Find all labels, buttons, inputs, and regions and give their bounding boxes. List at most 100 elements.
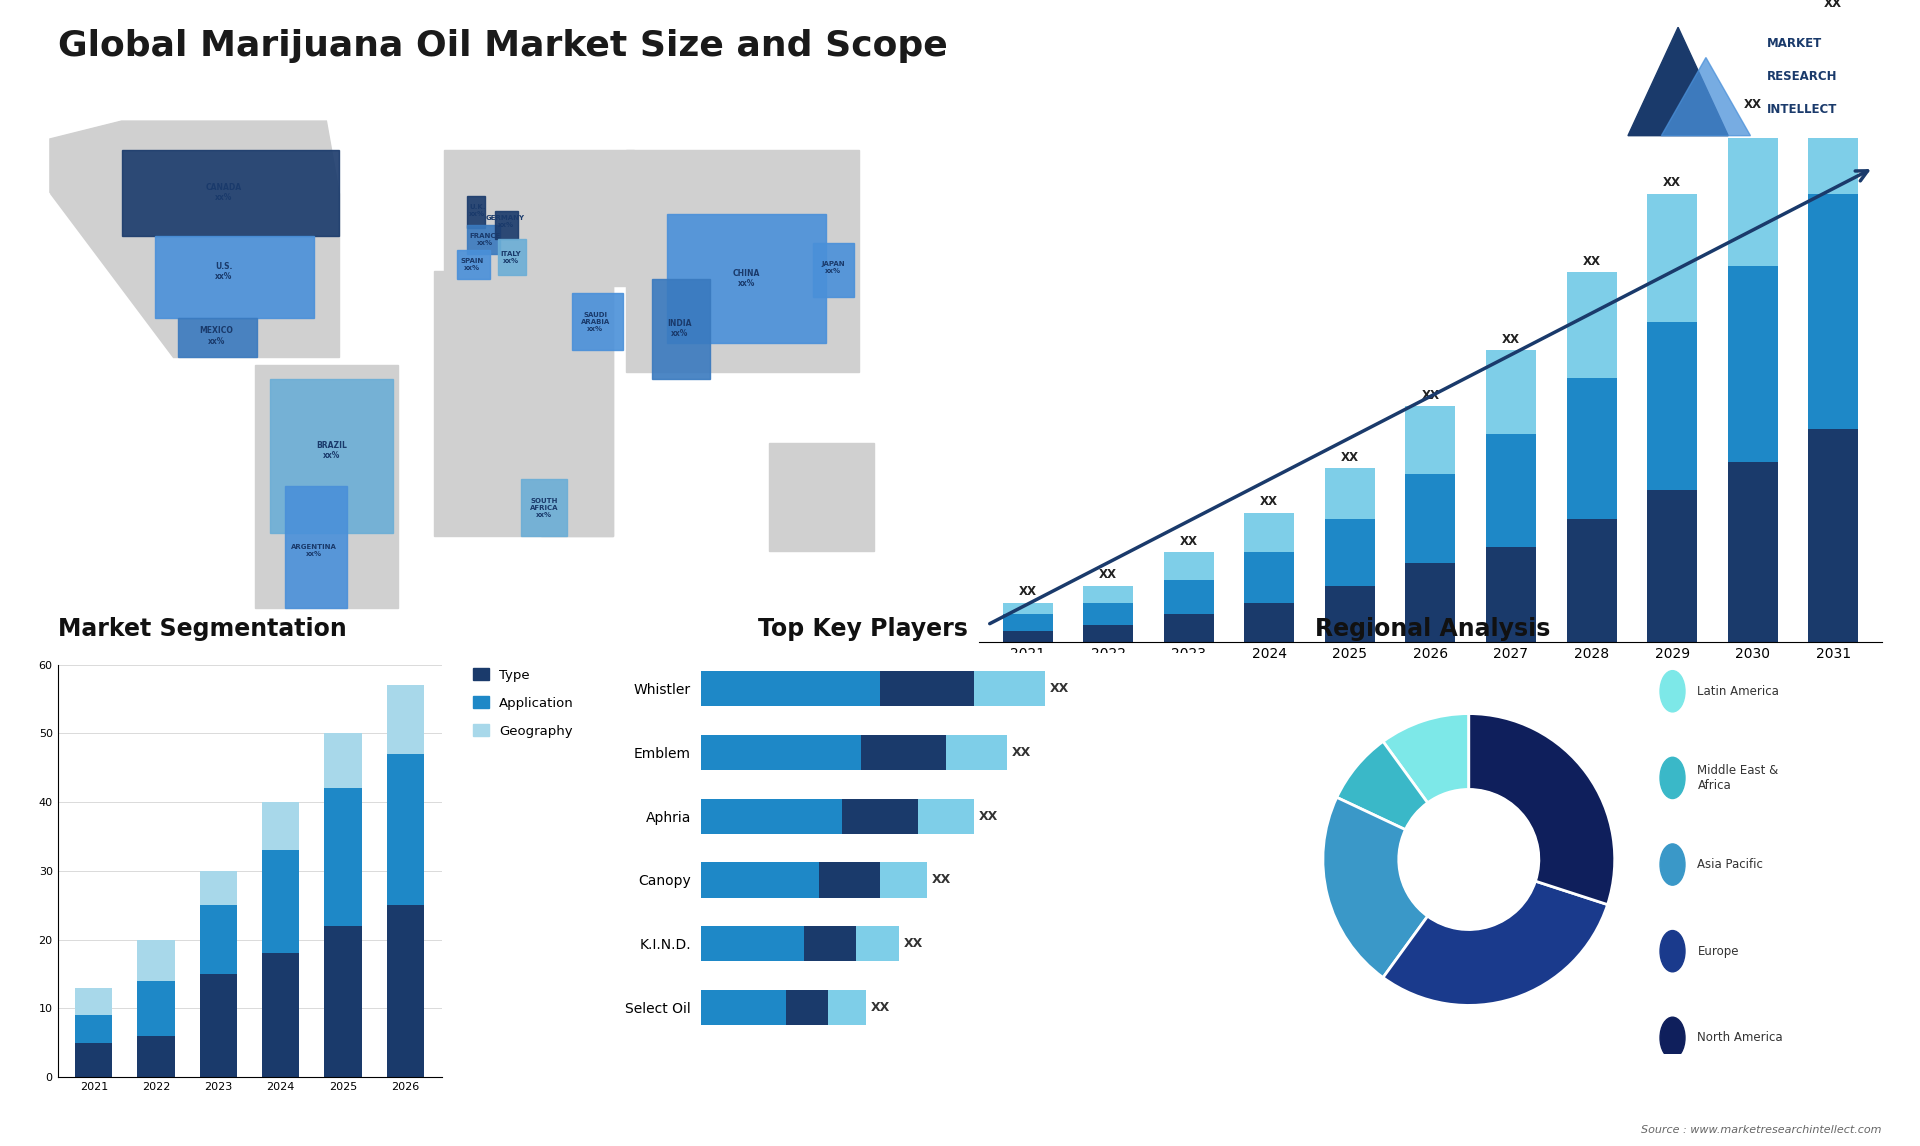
Text: XX: XX <box>1098 568 1117 581</box>
Text: XX: XX <box>1012 746 1031 759</box>
Text: Market Segmentation: Market Segmentation <box>58 617 346 641</box>
Circle shape <box>1661 670 1686 712</box>
Bar <box>856 926 899 961</box>
Text: Global Marijuana Oil Market Size and Scope: Global Marijuana Oil Market Size and Sco… <box>58 29 947 63</box>
Circle shape <box>1661 1018 1686 1059</box>
Bar <box>1325 586 1375 642</box>
Text: XX: XX <box>1340 450 1359 464</box>
Bar <box>918 799 973 833</box>
Bar <box>1164 580 1213 614</box>
Text: XX: XX <box>1018 586 1037 598</box>
Bar <box>386 905 424 1077</box>
Circle shape <box>1661 843 1686 885</box>
Bar <box>1567 378 1617 518</box>
Polygon shape <box>50 121 340 193</box>
Text: MARKET: MARKET <box>1766 38 1822 50</box>
Bar <box>1809 429 1859 642</box>
Bar <box>386 754 424 905</box>
Bar <box>1325 518 1375 586</box>
Text: XX: XX <box>1501 333 1521 346</box>
Text: XX: XX <box>1663 176 1682 189</box>
Bar <box>75 1043 113 1077</box>
Bar <box>1405 407 1455 473</box>
Bar <box>138 981 175 1036</box>
Bar <box>843 799 918 833</box>
Bar <box>701 926 804 961</box>
Bar <box>75 1015 113 1043</box>
Text: Middle East &
Africa: Middle East & Africa <box>1697 764 1778 792</box>
Bar <box>324 733 361 788</box>
Bar <box>1083 625 1133 642</box>
Polygon shape <box>434 272 612 536</box>
Text: BRAZIL
xx%: BRAZIL xx% <box>317 441 348 461</box>
Bar <box>1405 564 1455 642</box>
Text: CHINA
xx%: CHINA xx% <box>733 269 760 289</box>
Bar <box>1728 266 1778 463</box>
Bar <box>1002 603 1052 614</box>
Text: FRANCE
xx%: FRANCE xx% <box>470 233 501 245</box>
Wedge shape <box>1323 798 1428 978</box>
Text: Asia Pacific: Asia Pacific <box>1697 858 1763 871</box>
Text: ITALY
xx%: ITALY xx% <box>501 251 520 264</box>
Bar <box>324 926 361 1077</box>
Bar <box>1002 630 1052 642</box>
Polygon shape <box>495 211 518 240</box>
Polygon shape <box>572 293 624 351</box>
Bar <box>973 670 1044 706</box>
Text: ARGENTINA
xx%: ARGENTINA xx% <box>290 544 336 557</box>
Bar <box>1567 272 1617 378</box>
Text: XX: XX <box>1421 388 1440 402</box>
Text: U.K.
xx%: U.K. xx% <box>468 204 486 217</box>
Bar <box>261 850 300 953</box>
Wedge shape <box>1469 714 1615 904</box>
Bar <box>261 953 300 1077</box>
Bar <box>75 988 113 1015</box>
Polygon shape <box>179 319 257 358</box>
Polygon shape <box>444 150 634 285</box>
Bar <box>1567 518 1617 642</box>
Bar <box>324 788 361 926</box>
Bar <box>879 670 973 706</box>
Polygon shape <box>467 196 486 228</box>
Polygon shape <box>541 272 612 536</box>
Bar <box>1728 115 1778 266</box>
Bar <box>947 735 1008 770</box>
Bar <box>1083 586 1133 603</box>
Polygon shape <box>286 486 348 609</box>
Bar <box>701 990 785 1026</box>
Bar <box>828 990 866 1026</box>
Polygon shape <box>467 225 501 253</box>
Polygon shape <box>497 240 526 275</box>
Bar <box>1486 547 1536 642</box>
Bar <box>1164 614 1213 642</box>
Bar <box>1083 603 1133 625</box>
Bar <box>1002 614 1052 630</box>
Bar <box>200 905 238 974</box>
Circle shape <box>1661 758 1686 799</box>
Bar <box>860 735 947 770</box>
Bar <box>1809 194 1859 429</box>
Bar <box>1244 552 1294 603</box>
Text: XX: XX <box>870 1002 889 1014</box>
Text: Top Key Players: Top Key Players <box>758 617 968 641</box>
Polygon shape <box>651 278 710 379</box>
Text: XX: XX <box>979 809 998 823</box>
Legend: Type, Application, Geography: Type, Application, Geography <box>467 664 580 743</box>
Text: INDIA
xx%: INDIA xx% <box>668 319 691 338</box>
Polygon shape <box>271 379 394 533</box>
Polygon shape <box>156 236 313 319</box>
Bar <box>1809 14 1859 194</box>
Text: XX: XX <box>1743 97 1763 111</box>
Text: SPAIN
xx%: SPAIN xx% <box>461 258 484 270</box>
Bar <box>261 802 300 850</box>
Text: North America: North America <box>1697 1031 1784 1044</box>
Bar <box>804 926 856 961</box>
Polygon shape <box>812 243 854 297</box>
Polygon shape <box>1628 28 1728 135</box>
Bar <box>701 863 818 897</box>
Bar <box>879 863 927 897</box>
Text: XX: XX <box>931 873 950 887</box>
Text: Source : www.marketresearchintellect.com: Source : www.marketresearchintellect.com <box>1642 1124 1882 1135</box>
Polygon shape <box>626 150 858 371</box>
Wedge shape <box>1382 714 1469 803</box>
